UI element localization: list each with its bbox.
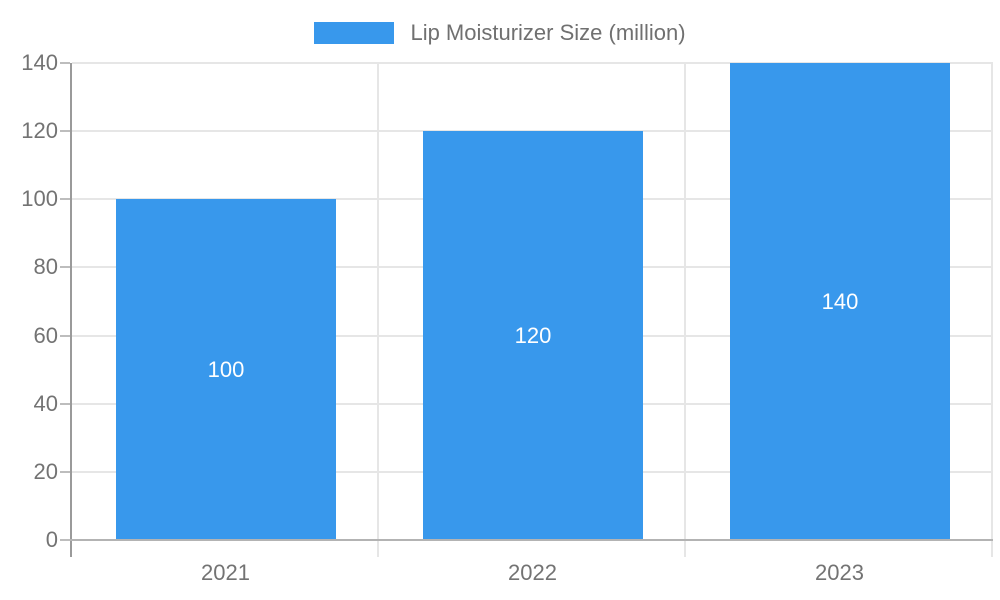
- x-axis-line: [62, 539, 993, 541]
- legend-label: Lip Moisturizer Size (million): [410, 20, 686, 45]
- y-axis-label: 0: [45, 527, 58, 552]
- y-axis-label: 120: [21, 118, 58, 144]
- gridline-vertical: [377, 63, 379, 557]
- gridline-vertical: [684, 63, 686, 557]
- gridline-horizontal: [72, 62, 993, 64]
- y-axis-tick: [60, 62, 70, 64]
- y-axis-tick: [60, 266, 70, 269]
- y-axis-label: 60: [33, 322, 58, 348]
- y-axis-label: 140: [21, 50, 58, 75]
- x-axis-label: 2021: [201, 560, 250, 585]
- legend[interactable]: Lip Moisturizer Size (million): [0, 21, 1000, 45]
- y-axis-label: 20: [33, 458, 58, 484]
- gridline-vertical: [991, 63, 993, 557]
- bar: [423, 131, 643, 540]
- y-axis-tick: [60, 402, 70, 405]
- x-axis-label: 2022: [508, 560, 557, 585]
- y-axis-tick: [60, 334, 70, 337]
- bar-value-label: 100: [207, 356, 245, 382]
- legend-swatch-icon: [314, 22, 395, 44]
- bar: [730, 63, 950, 540]
- bar-value-label: 140: [821, 288, 859, 314]
- y-axis-line: [70, 63, 72, 557]
- y-axis-tick: [60, 539, 70, 541]
- bar: [116, 199, 336, 540]
- y-axis-tick: [60, 130, 70, 133]
- y-axis-tick: [60, 198, 70, 201]
- x-axis-label: 2023: [815, 560, 864, 585]
- y-axis-label: 40: [33, 390, 58, 416]
- y-axis-label: 80: [33, 254, 58, 280]
- y-axis-tick: [60, 470, 70, 473]
- bar-value-label: 120: [514, 322, 552, 348]
- plot-area: 100 120 140: [72, 62, 993, 557]
- y-axis-label: 100: [21, 186, 58, 212]
